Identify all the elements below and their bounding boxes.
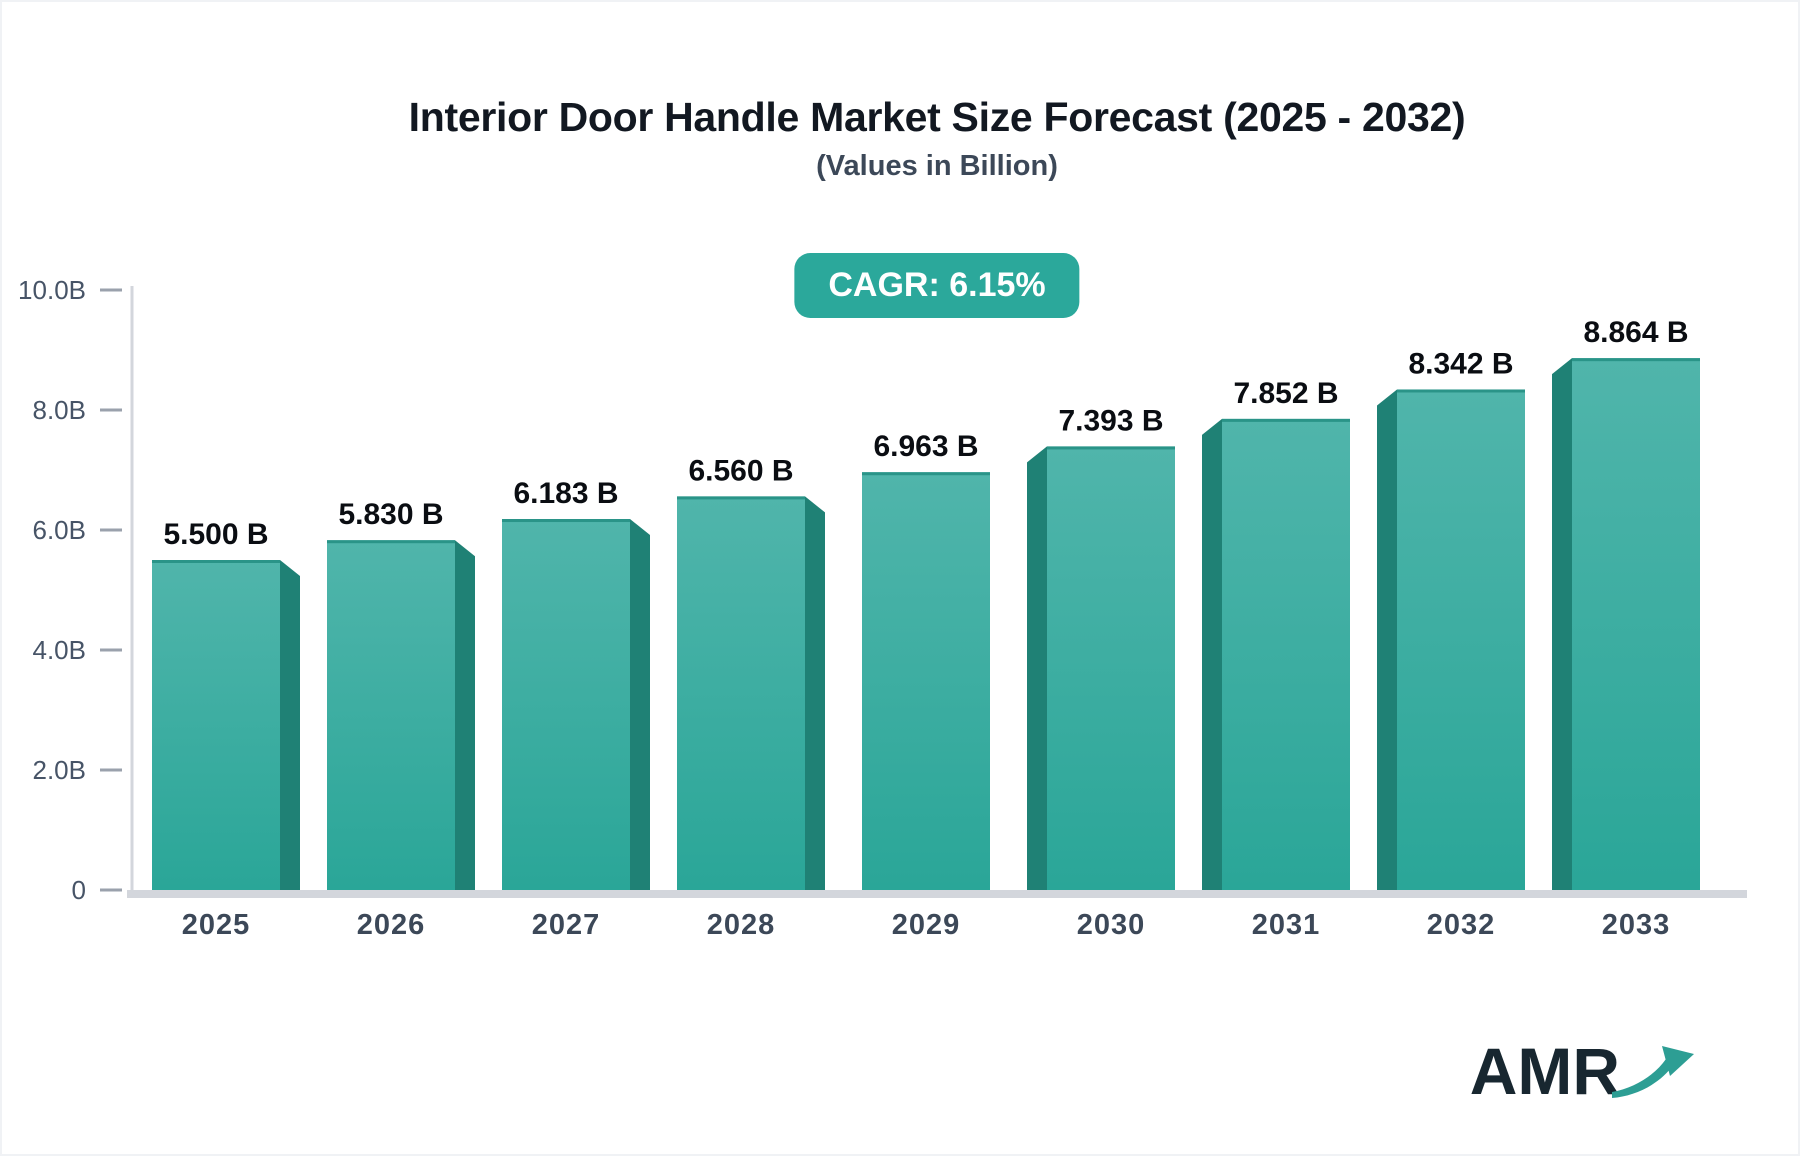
y-tick-label: 10.0B (18, 275, 86, 305)
bar-side-face (1377, 389, 1397, 890)
bar-main-face (327, 540, 455, 890)
bar-main-face (152, 560, 280, 890)
amr-logo-text: AMR (1469, 1034, 1620, 1108)
y-tick-label: 2.0B (33, 755, 87, 785)
x-tick-label: 2031 (1252, 909, 1321, 941)
bar-side-face (1202, 418, 1222, 890)
bar-value-label: 7.393 B (1058, 404, 1163, 437)
x-tick-label: 2030 (1077, 909, 1146, 941)
x-tick-label: 2026 (357, 909, 426, 941)
y-tick-label: 4.0B (33, 635, 87, 665)
bar-top-edge (1572, 358, 1700, 362)
bar-top-edge (327, 540, 455, 544)
bar-side-face (630, 519, 650, 890)
bar-top-edge (677, 496, 805, 500)
bar-side-face (805, 496, 825, 890)
bar-main-face (1222, 418, 1350, 890)
bar-main-face (1572, 358, 1700, 890)
bar-top-edge (152, 560, 280, 563)
bar-value-label: 6.560 B (688, 454, 793, 487)
bar-main-face (502, 519, 630, 890)
amr-logo: AMR (1470, 1038, 1698, 1104)
bar-top-edge (862, 472, 990, 476)
x-tick-label: 2028 (707, 909, 776, 941)
x-tick-label: 2029 (892, 909, 961, 941)
bar-side-face (1552, 358, 1572, 890)
bar-top-edge (1047, 446, 1175, 450)
bar-value-label: 5.500 B (163, 518, 268, 551)
x-axis-line (127, 890, 1747, 898)
bar-top-edge (502, 519, 630, 523)
bar-2028: 6.560 B 2028 (677, 454, 825, 941)
bar-value-label: 6.183 B (513, 477, 618, 510)
bar-value-label: 7.852 B (1233, 377, 1338, 410)
y-tick-label: 8.0B (33, 395, 87, 425)
bar-2029: 6.963 B 2029 (862, 430, 990, 941)
chart-title: Interior Door Handle Market Size Forecas… (408, 94, 1466, 140)
bar-main-face (677, 496, 805, 890)
bar-top-edge (1222, 418, 1350, 422)
bar-side-face (280, 560, 300, 890)
bar-main-face (1397, 389, 1525, 890)
y-axis: 0 2.0B 4.0B 6.0B 8.0B 10.0B (18, 275, 1747, 905)
bar-value-label: 6.963 B (873, 430, 978, 463)
chart-subtitle: (Values in Billion) (816, 150, 1058, 182)
growth-arrow-icon (1612, 1046, 1694, 1098)
x-tick-label: 2025 (182, 909, 251, 941)
y-tick-label: 0 (72, 875, 86, 905)
bar-value-label: 8.864 B (1583, 316, 1688, 349)
bar-value-label: 5.830 B (338, 498, 443, 531)
bar-main-face (862, 472, 990, 890)
bar-side-face (455, 540, 475, 890)
bar-main-face (1047, 446, 1175, 890)
x-tick-label: 2032 (1427, 909, 1496, 941)
bar-2032: 8.342 B 2032 (1377, 347, 1525, 941)
cagr-badge: CAGR: 6.15% (794, 253, 1080, 318)
bar-2026: 5.830 B 2026 (327, 498, 475, 941)
bar-2025: 5.500 B 2025 (152, 518, 300, 941)
bar-side-face (1027, 446, 1047, 890)
y-tick-label: 6.0B (33, 515, 87, 545)
bar-top-edge (1397, 389, 1525, 393)
x-tick-label: 2027 (532, 909, 601, 941)
x-tick-label: 2033 (1602, 909, 1671, 941)
bar-2027: 6.183 B 2027 (502, 477, 650, 941)
bar-2033: 8.864 B 2033 (1552, 316, 1700, 941)
bar-2031: 7.852 B 2031 (1202, 377, 1350, 941)
bar-2030: 7.393 B 2030 (1027, 404, 1175, 941)
bar-value-label: 8.342 B (1408, 347, 1513, 380)
